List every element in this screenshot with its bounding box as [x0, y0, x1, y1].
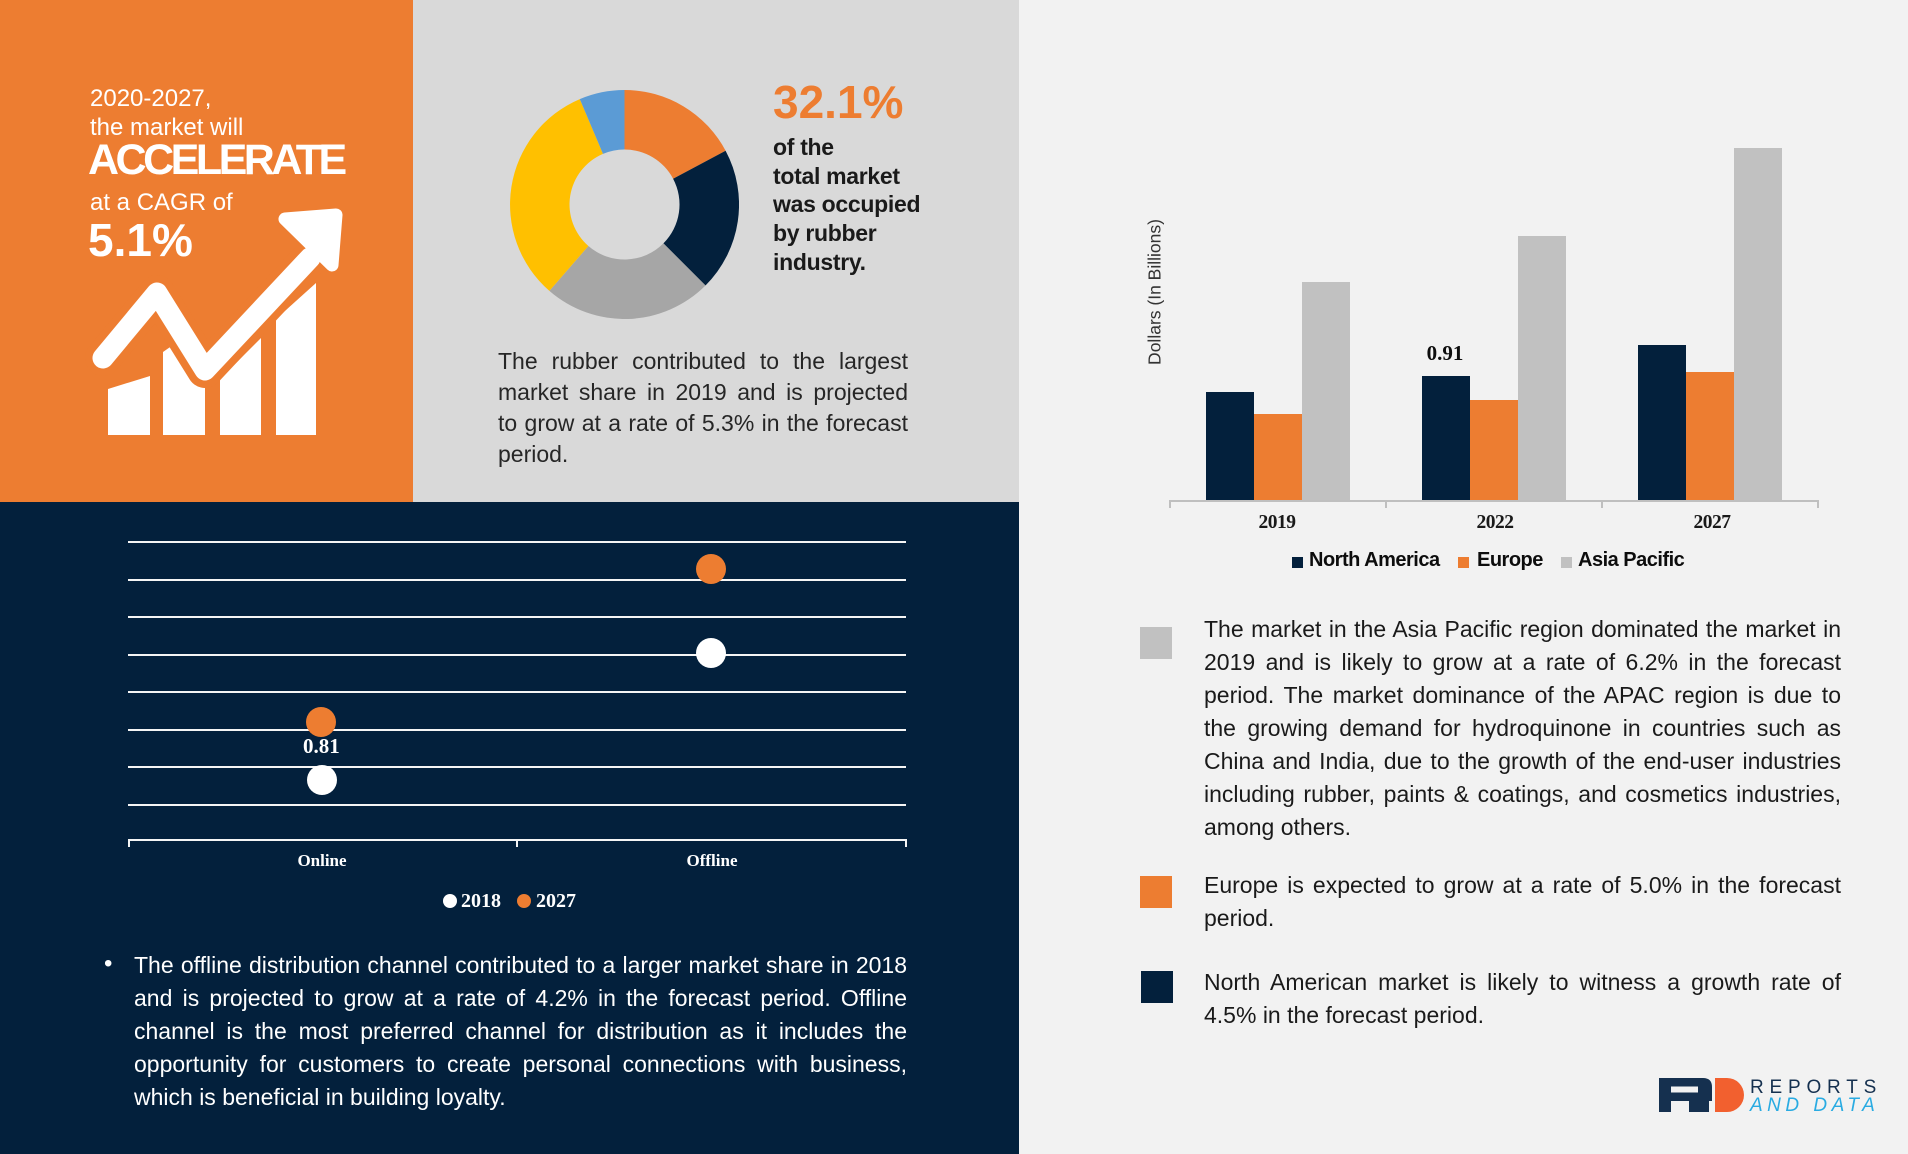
- svg-text:AND DATA: AND DATA: [1749, 1095, 1879, 1113]
- svg-text:REPORTS: REPORTS: [1750, 1078, 1879, 1098]
